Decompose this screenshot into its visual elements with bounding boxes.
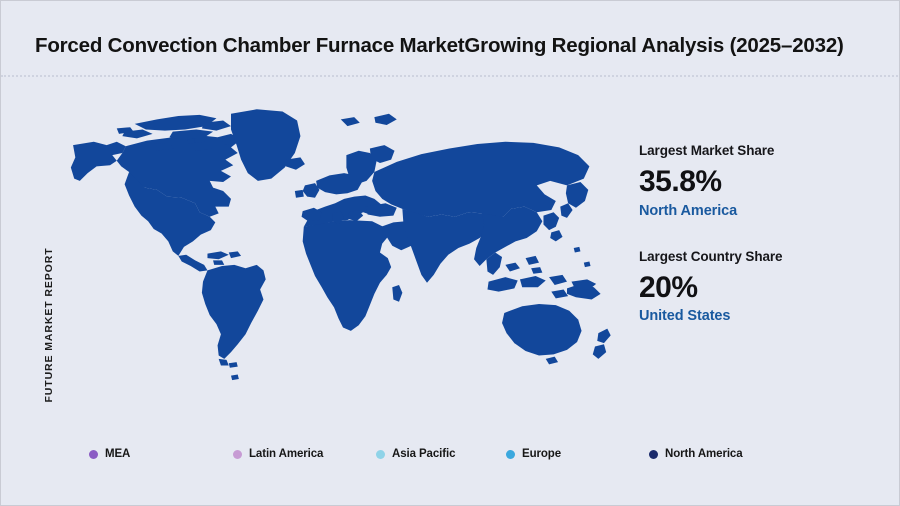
legend-item-europe: Europe: [506, 448, 561, 460]
world-map: [63, 97, 623, 417]
stat-block-market-share: Largest Market Share 35.8% North America: [639, 143, 889, 219]
legend-label: Asia Pacific: [392, 448, 456, 460]
legend-dot-icon: [233, 449, 242, 459]
stat-label: Largest Market Share: [639, 143, 775, 158]
legend-dot-icon: [89, 449, 98, 459]
legend-item-north-america: North America: [649, 448, 743, 460]
stat-value: 35.8%: [639, 165, 722, 198]
legend-item-mea: MEA: [89, 448, 130, 460]
stat-value: 20%: [639, 270, 698, 304]
page-title: Forced Convection Chamber Furnace Market…: [35, 34, 844, 57]
stat-subtitle: North America: [639, 202, 738, 219]
map-legend: MEA Latin America Asia Pacific Europe No…: [89, 448, 789, 468]
stat-subtitle: United States: [639, 308, 731, 324]
brand-watermark: FUTURE MARKET REPORT: [43, 247, 55, 403]
legend-label: MEA: [105, 448, 131, 460]
title-divider: [1, 75, 899, 77]
legend-item-asia-pacific: Asia Pacific: [376, 448, 455, 460]
stat-block-country-share: Largest Country Share 20% United States: [639, 249, 889, 325]
stat-label: Largest Country Share: [639, 248, 783, 264]
legend-dot-icon: [376, 449, 385, 459]
legend-label: North America: [665, 448, 743, 460]
legend-dot-icon: [506, 449, 515, 459]
world-map-svg: [70, 109, 611, 381]
legend-label: Latin America: [249, 448, 324, 460]
legend-label: Europe: [522, 448, 562, 460]
stats-panel: Largest Market Share 35.8% North America…: [639, 143, 889, 354]
legend-item-latin-america: Latin America: [233, 448, 323, 460]
legend-dot-icon: [649, 449, 658, 459]
